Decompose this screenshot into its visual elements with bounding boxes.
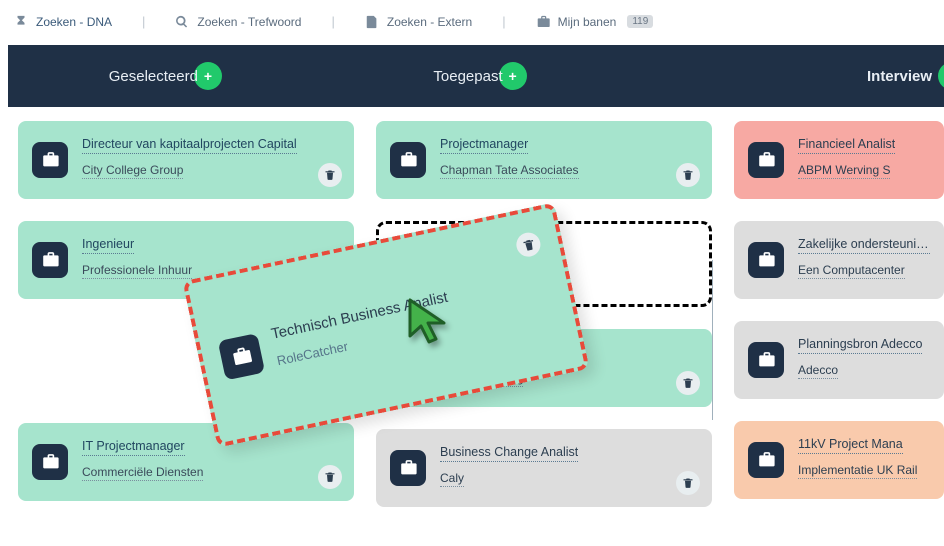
- document-icon: [365, 15, 379, 29]
- tab-label: Zoeken - Trefwoord: [197, 15, 301, 29]
- briefcase-icon: [32, 142, 68, 178]
- tab-label: Zoeken - Extern: [387, 15, 472, 29]
- job-card[interactable]: IT Projectmanager Commerciële Diensten: [18, 423, 354, 501]
- card-subtitle: RoleCatcher: [275, 338, 349, 369]
- tab-separator: |: [142, 14, 145, 29]
- delete-card-button[interactable]: [318, 163, 342, 187]
- card-subtitle: Professionele Inhuur: [82, 263, 192, 279]
- add-selected-button[interactable]: +: [194, 62, 222, 90]
- card-text: Zakelijke ondersteuning Een Computacenter: [798, 237, 930, 284]
- delete-card-button[interactable]: [676, 371, 700, 395]
- card-title: Planningsbron Adecco: [798, 337, 922, 354]
- add-interview-button[interactable]: +: [938, 62, 944, 90]
- job-card[interactable]: Directeur van kapitaalprojecten Capital C…: [18, 121, 354, 199]
- tab-my-jobs[interactable]: Mijn banen 119: [536, 15, 654, 29]
- card-subtitle: Een Computacenter: [798, 263, 905, 279]
- card-text: Financieel Analist ABPM Werving S: [798, 137, 930, 184]
- card-title: 11kV Project Mana: [798, 437, 903, 454]
- briefcase-icon: [536, 15, 550, 29]
- hourglass-icon: [14, 15, 28, 29]
- briefcase-icon: [32, 242, 68, 278]
- job-card[interactable]: 11kV Project Mana Implementatie UK Rail: [734, 421, 944, 499]
- kanban-header: Geselecteerd + Toegepast + Interview +: [8, 45, 944, 107]
- tab-separator: |: [502, 14, 505, 29]
- briefcase-icon: [390, 450, 426, 486]
- card-subtitle: ABPM Werving S: [798, 163, 890, 179]
- search-tabs: Zoeken - DNA | Zoeken - Trefwoord | Zoek…: [0, 0, 944, 45]
- column-head-applied: Toegepast +: [323, 45, 638, 107]
- card-text: 11kV Project Mana Implementatie UK Rail: [798, 437, 930, 484]
- tab-keyword[interactable]: Zoeken - Trefwoord: [175, 15, 301, 29]
- job-card[interactable]: Projectmanager Chapman Tate Associates: [376, 121, 712, 199]
- card-subtitle: Caly: [440, 471, 464, 487]
- tab-separator: |: [331, 14, 334, 29]
- card-subtitle: Implementatie UK Rail: [798, 463, 917, 479]
- card-text: Business Change Analist Caly: [440, 445, 698, 492]
- card-subtitle: Chapman Tate Associates: [440, 163, 579, 179]
- job-card[interactable]: Zakelijke ondersteuning Een Computacenter: [734, 221, 944, 299]
- card-title: Zakelijke ondersteuning: [798, 237, 930, 254]
- card-title: Projectmanager: [440, 137, 528, 154]
- column-label: Geselecteerd: [109, 68, 198, 85]
- tab-extern[interactable]: Zoeken - Extern: [365, 15, 472, 29]
- cursor-icon: [404, 296, 456, 348]
- briefcase-icon: [390, 142, 426, 178]
- briefcase-icon: [748, 342, 784, 378]
- delete-card-button[interactable]: [514, 230, 542, 258]
- job-card[interactable]: Business Change Analist Caly: [376, 429, 712, 507]
- tab-label: Mijn banen: [558, 15, 617, 29]
- column-interview: Financieel Analist ABPM Werving S Zakelijk…: [734, 121, 944, 507]
- card-text: Directeur van kapitaalprojecten Capital C…: [82, 137, 340, 184]
- column-head-interview: Interview +: [637, 45, 944, 107]
- delete-card-button[interactable]: [676, 471, 700, 495]
- column-divider: [712, 260, 713, 420]
- tab-dna[interactable]: Zoeken - DNA: [14, 15, 112, 29]
- job-count-badge: 119: [627, 15, 653, 28]
- delete-card-button[interactable]: [676, 163, 700, 187]
- card-title: Business Change Analist: [440, 445, 578, 462]
- briefcase-icon: [748, 142, 784, 178]
- briefcase-icon: [218, 333, 265, 380]
- briefcase-icon: [32, 444, 68, 480]
- briefcase-icon: [748, 442, 784, 478]
- card-subtitle: Commerciële Diensten: [82, 465, 203, 481]
- card-text: IT Projectmanager Commerciële Diensten: [82, 439, 340, 486]
- column-head-selected: Geselecteerd +: [8, 45, 323, 107]
- card-text: Planningsbron Adecco Adecco: [798, 337, 930, 384]
- job-card[interactable]: Planningsbron Adecco Adecco: [734, 321, 944, 399]
- card-subtitle: Adecco: [798, 363, 838, 379]
- tab-label: Zoeken - DNA: [36, 15, 112, 29]
- column-label: Toegepast: [433, 68, 502, 85]
- card-text: Projectmanager Chapman Tate Associates: [440, 137, 698, 184]
- job-card[interactable]: Financieel Analist ABPM Werving S: [734, 121, 944, 199]
- search-icon: [175, 15, 189, 29]
- card-title: Ingenieur: [82, 237, 134, 254]
- card-title: Financieel Analist: [798, 137, 895, 154]
- column-label: Interview: [867, 68, 932, 85]
- card-subtitle: City College Group: [82, 163, 183, 179]
- card-title: Directeur van kapitaalprojecten Capital: [82, 137, 297, 154]
- card-title: IT Projectmanager: [82, 439, 185, 456]
- briefcase-icon: [748, 242, 784, 278]
- delete-card-button[interactable]: [318, 465, 342, 489]
